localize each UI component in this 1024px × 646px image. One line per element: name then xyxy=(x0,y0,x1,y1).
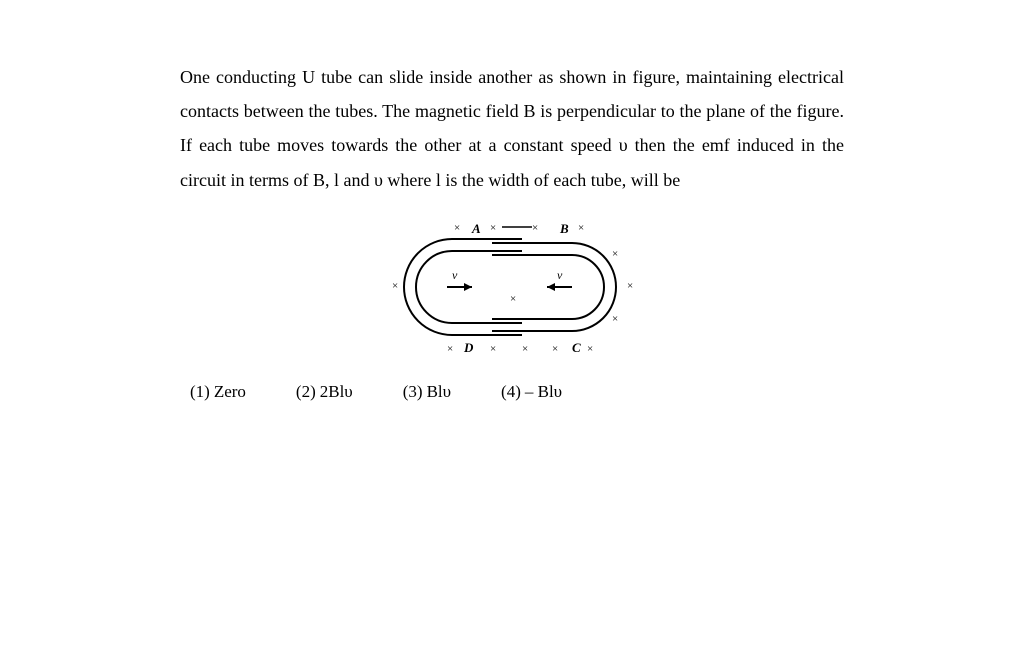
option-num: (3) xyxy=(403,382,423,401)
label-c: C xyxy=(572,340,581,355)
cross-icon: × xyxy=(392,280,398,292)
question-text: One conducting U tube can slide inside a… xyxy=(180,60,844,197)
option-3: (3)Blυ xyxy=(403,382,451,402)
option-num: (4) xyxy=(501,382,521,401)
cross-icon: × xyxy=(490,343,496,355)
cross-icon: × xyxy=(612,248,618,260)
v-right-label: v xyxy=(557,268,563,282)
cross-icon: × xyxy=(522,343,528,355)
cross-icon: × xyxy=(578,222,584,234)
diagram: v v A B C D × × × × × × × × × × × × × × xyxy=(180,217,844,362)
cross-icon: × xyxy=(490,222,496,234)
option-label: 2Blυ xyxy=(320,382,353,401)
options-row: (1)Zero (2)2Blυ (3)Blυ (4)– Blυ xyxy=(180,382,844,402)
option-num: (1) xyxy=(190,382,210,401)
option-label: – Blυ xyxy=(525,382,562,401)
option-num: (2) xyxy=(296,382,316,401)
label-b: B xyxy=(559,221,569,236)
option-label: Blυ xyxy=(427,382,451,401)
page-container: One conducting U tube can slide inside a… xyxy=(0,0,1024,462)
option-label: Zero xyxy=(214,382,246,401)
cross-icon: × xyxy=(627,280,633,292)
cross-icon: × xyxy=(454,222,460,234)
cross-icon: × xyxy=(510,293,516,305)
cross-icon: × xyxy=(587,343,593,355)
cross-icon: × xyxy=(612,313,618,325)
option-4: (4)– Blυ xyxy=(501,382,562,402)
label-d: D xyxy=(463,340,474,355)
cross-icon: × xyxy=(447,343,453,355)
option-1: (1)Zero xyxy=(190,382,246,402)
v-left-label: v xyxy=(452,268,458,282)
option-2: (2)2Blυ xyxy=(296,382,353,402)
cross-icon: × xyxy=(532,222,538,234)
label-a: A xyxy=(471,221,481,236)
u-tube-diagram: v v A B C D × × × × × × × × × × × × × × xyxy=(372,217,652,357)
cross-icon: × xyxy=(552,343,558,355)
